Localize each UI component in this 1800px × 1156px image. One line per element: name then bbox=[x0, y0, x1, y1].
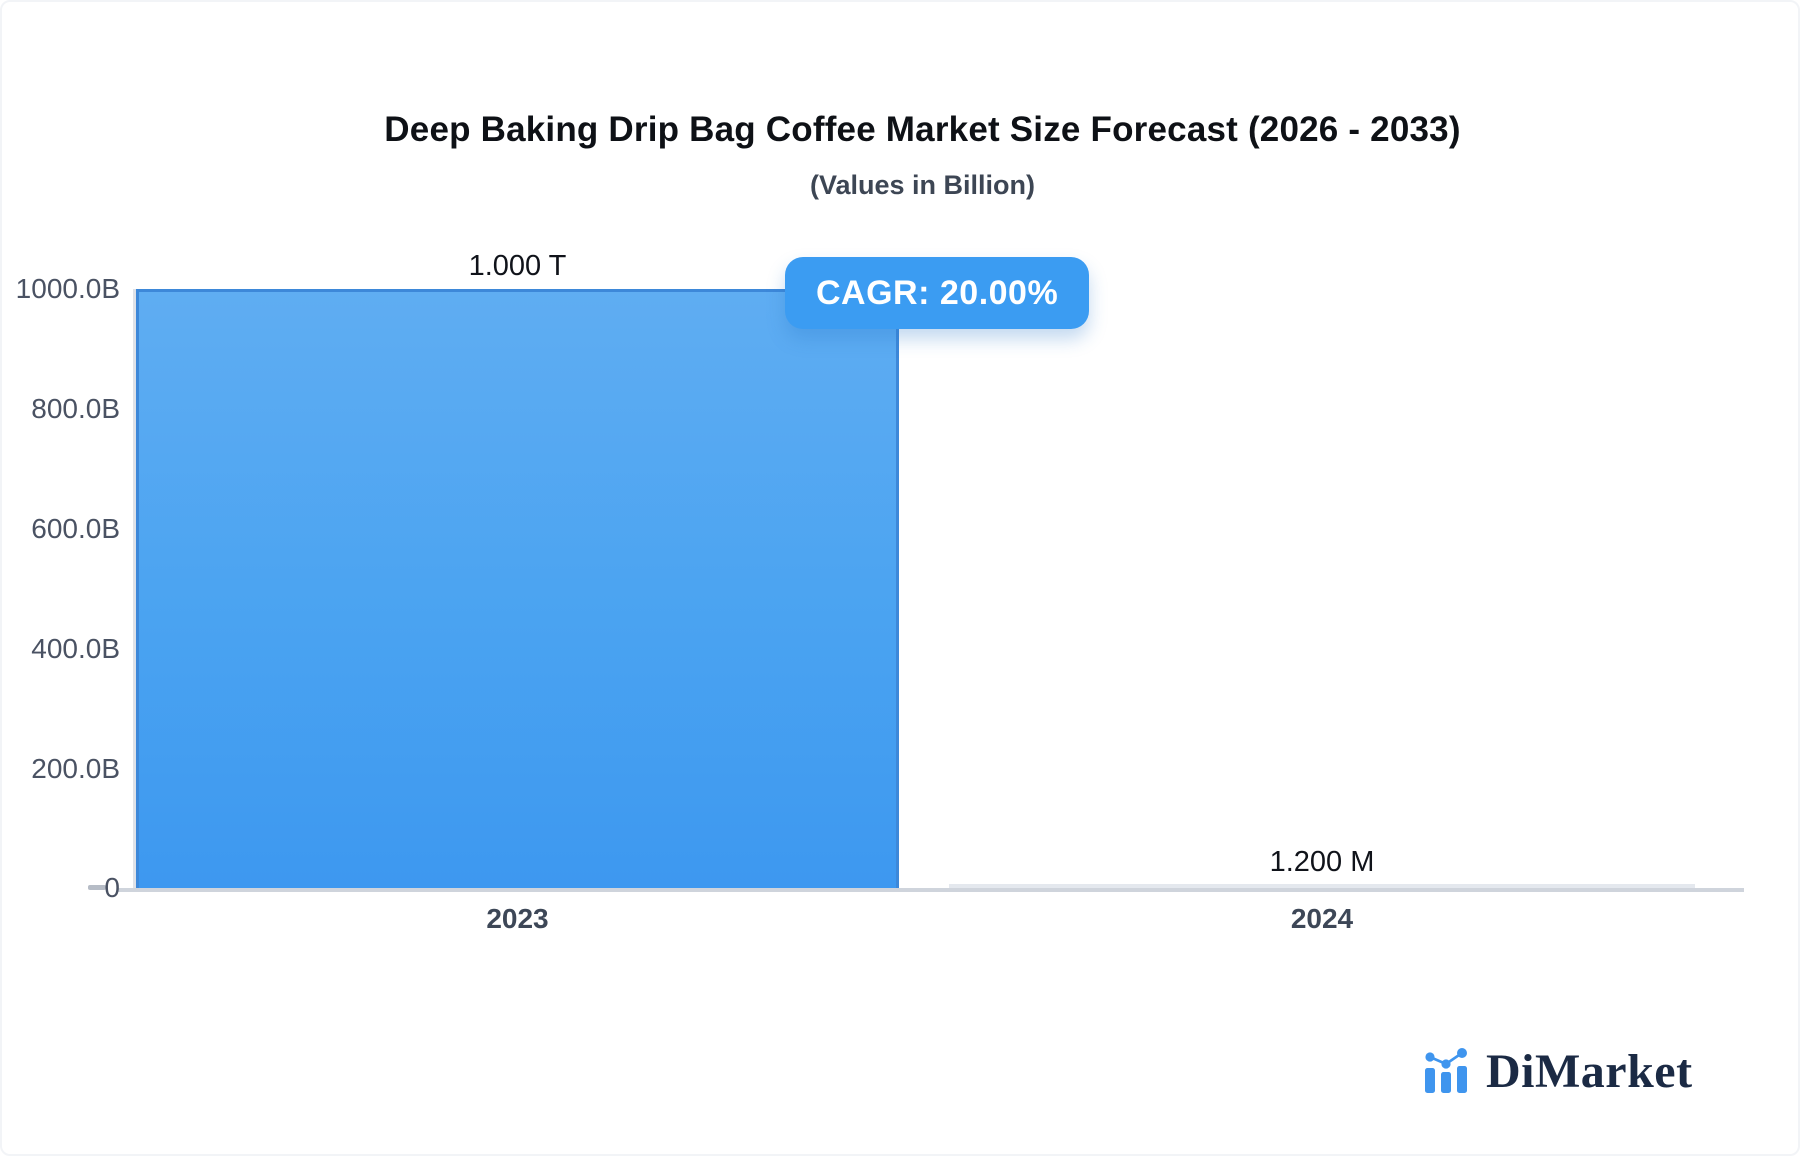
brand-logo: DiMarket bbox=[1420, 1044, 1693, 1100]
y-tick-label: 1000.0B bbox=[15, 273, 120, 304]
y-tick-label: 200.0B bbox=[31, 753, 120, 784]
y-tick-label: 0 bbox=[104, 872, 120, 903]
y-tick-label: 600.0B bbox=[31, 513, 120, 544]
bar-2023[interactable] bbox=[136, 289, 899, 888]
x-axis-label-2023: 2023 bbox=[486, 903, 549, 934]
cagr-badge: CAGR: 20.00% bbox=[785, 257, 1090, 329]
y-tick-label: 800.0B bbox=[31, 393, 120, 424]
chart-title: Deep Baking Drip Bag Coffee Market Size … bbox=[384, 110, 1461, 149]
x-axis-line bbox=[117, 888, 1744, 892]
bar-2024[interactable] bbox=[949, 884, 1695, 888]
zero-tick-mark bbox=[88, 885, 106, 890]
chart-subtitle: (Values in Billion) bbox=[809, 170, 1036, 200]
bar-value-label-2023: 1.000 T bbox=[468, 250, 567, 282]
brand-logo-text: DiMarket bbox=[1486, 1045, 1693, 1098]
bar-chart-with-trend-dots-icon bbox=[1425, 1048, 1467, 1093]
y-tick-label: 400.0B bbox=[31, 633, 120, 664]
y-axis-line bbox=[133, 289, 137, 889]
bar-value-label-2024: 1.200 M bbox=[1269, 846, 1375, 878]
x-axis-label-2024: 2024 bbox=[1290, 903, 1354, 934]
